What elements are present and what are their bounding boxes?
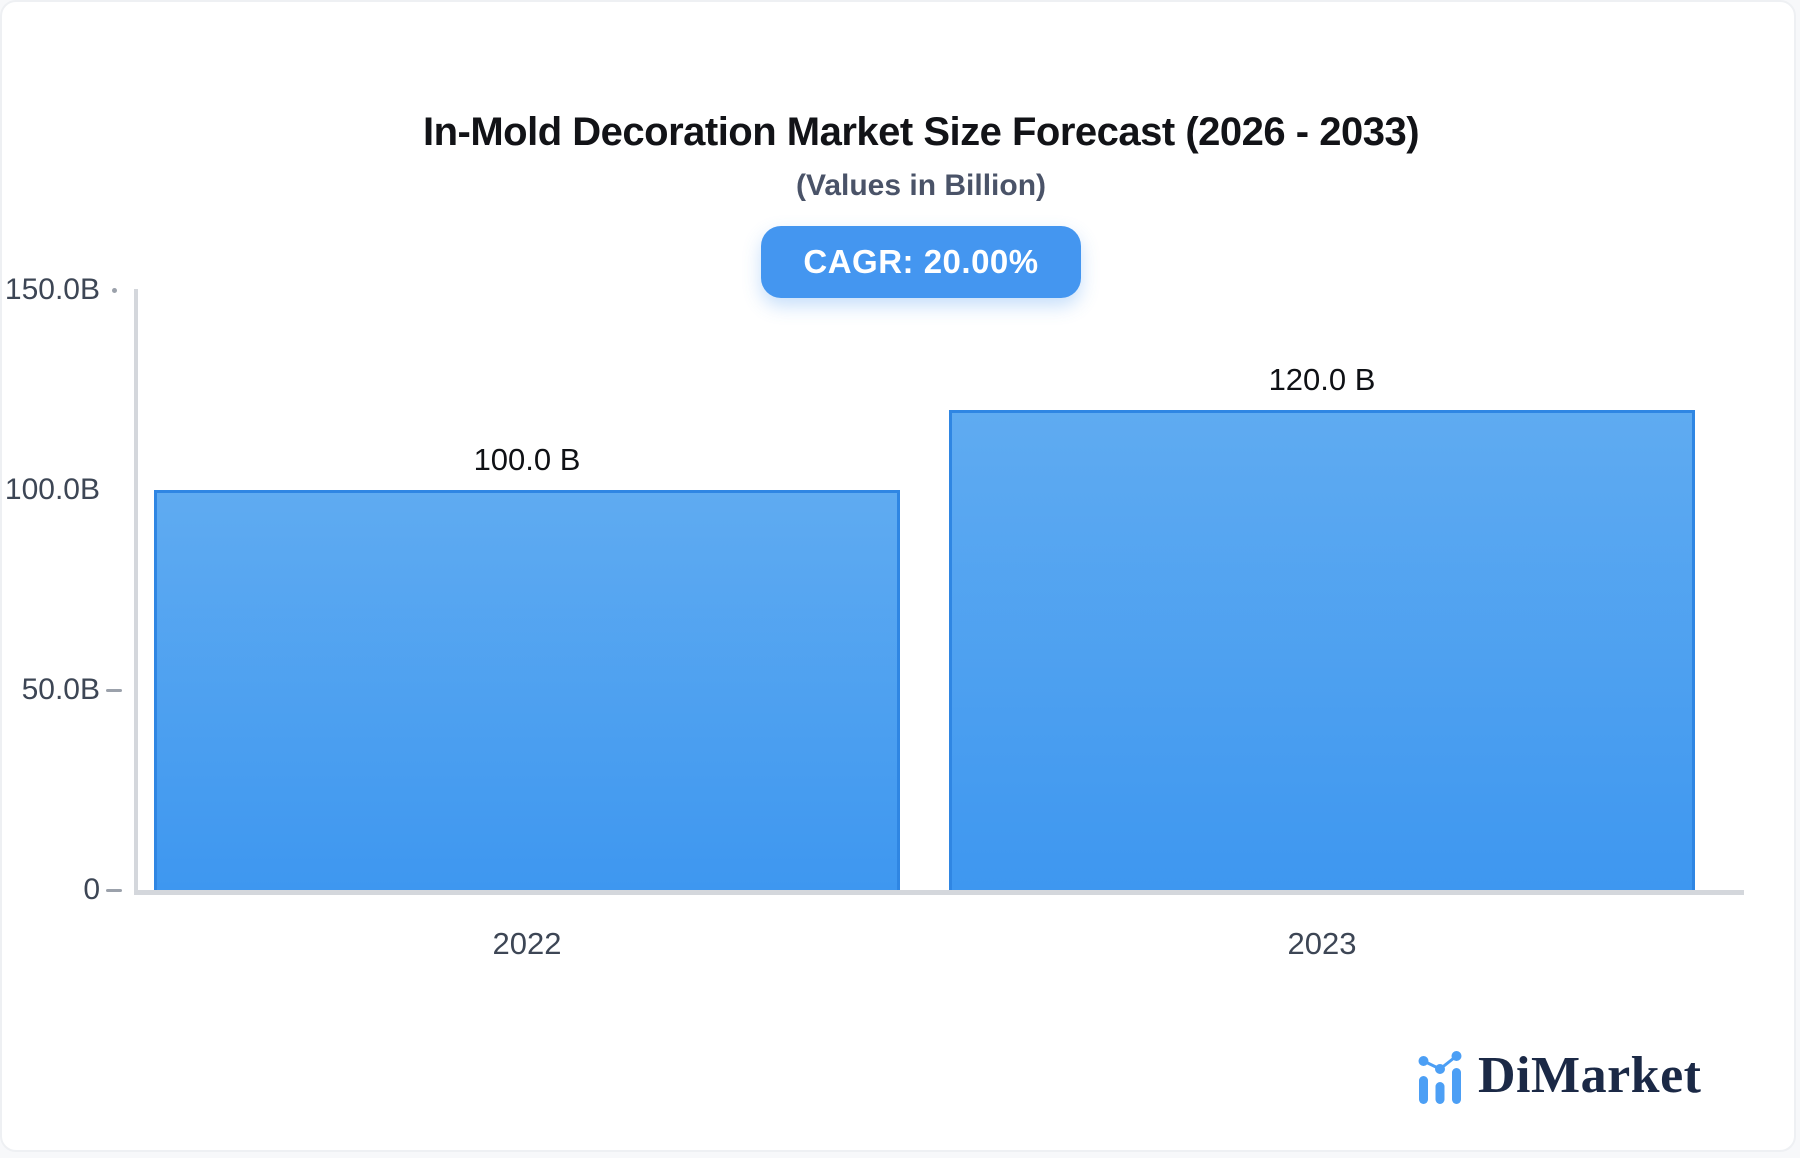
bar-value-label: 120.0 B bbox=[1268, 362, 1376, 397]
bar-2022[interactable] bbox=[154, 490, 900, 890]
chart-title: In-Mold Decoration Market Size Forecast … bbox=[422, 110, 1420, 154]
bar-2023[interactable] bbox=[949, 410, 1695, 890]
bar-value-label: 100.0 B bbox=[473, 442, 581, 477]
x-tick-label: 2022 bbox=[492, 926, 562, 961]
y-tick-label: 100.0B bbox=[4, 473, 100, 506]
x-axis-line bbox=[134, 890, 1744, 895]
cagr-badge: CAGR: 20.00% bbox=[761, 226, 1081, 298]
y-tick-label: 0 bbox=[83, 873, 100, 906]
bar-chart-logo-icon bbox=[1418, 1051, 1462, 1104]
y-axis-line bbox=[134, 289, 138, 895]
chart-subtitle: (Values in Billion) bbox=[795, 169, 1047, 202]
y-tick-label: 50.0B bbox=[21, 673, 100, 706]
x-tick-label: 2023 bbox=[1287, 926, 1357, 961]
y-tick-mark bbox=[106, 888, 122, 892]
y-tick-mark bbox=[112, 287, 117, 293]
dimarket-logo-text: DiMarket bbox=[1478, 1047, 1702, 1104]
y-tick-label: 150.0B bbox=[4, 273, 100, 306]
y-tick-mark bbox=[106, 688, 122, 692]
chart-header: In-Mold Decoration Market Size Forecast … bbox=[2, 106, 1794, 298]
dimarket-logo[interactable]: DiMarket bbox=[1418, 1044, 1701, 1106]
